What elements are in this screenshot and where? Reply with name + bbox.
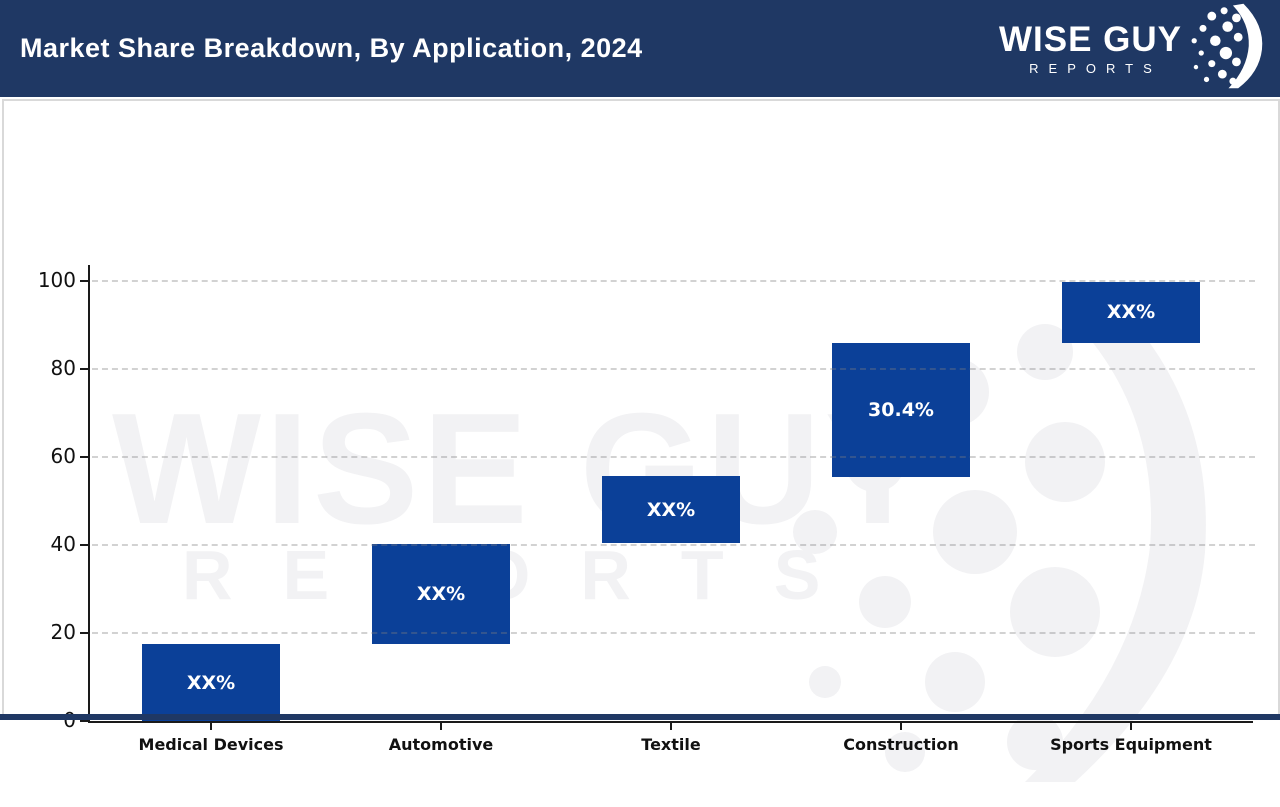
y-tick-mark (80, 632, 88, 634)
gridline (92, 280, 1255, 282)
logo-text: WISE GUY REPORTS (999, 22, 1182, 76)
x-tick-label: Automotive (388, 735, 494, 754)
x-tick-mark (900, 723, 902, 730)
y-axis-line (88, 265, 90, 723)
x-tick-label: Textile (641, 735, 701, 754)
bar-value-label: XX% (1106, 301, 1156, 324)
bar-value-label: XX% (416, 582, 466, 605)
x-tick-mark (1130, 723, 1132, 730)
y-tick-mark (80, 456, 88, 458)
bar-value-label: XX% (186, 671, 236, 694)
x-tick-label: Sports Equipment (1050, 735, 1212, 754)
logo-wordmark: WISE GUY (998, 19, 1182, 59)
y-tick-mark (80, 280, 88, 282)
x-axis-line (88, 721, 1253, 723)
chart-canvas: WISE GUY REPORTS 0 20 40 60 80 100 XX% Medical … (0, 97, 1280, 782)
y-tick-label: 0 (63, 708, 76, 732)
gridline (92, 632, 1255, 634)
y-tick-mark (80, 368, 88, 370)
y-tick-label: 60 (50, 444, 76, 468)
gridline (92, 368, 1255, 370)
y-tick-label: 20 (50, 620, 76, 644)
figure-border (2, 99, 1280, 716)
gridline (92, 544, 1255, 546)
x-tick-mark (210, 723, 212, 730)
logo-face-dots-icon (1184, 2, 1266, 95)
x-tick-label: Construction (843, 735, 959, 754)
logo-subtitle: REPORTS (1029, 60, 1162, 76)
bar-value-label: XX% (646, 498, 696, 521)
y-tick-label: 40 (50, 532, 76, 556)
x-tick-label: Medical Devices (138, 735, 284, 754)
gridline (92, 456, 1255, 458)
y-tick-mark (80, 544, 88, 546)
y-tick-label: 100 (37, 268, 76, 292)
bar-value-label: 30.4% (868, 399, 934, 422)
page-title: Market Share Breakdown, By Application, … (20, 33, 643, 63)
bar-construction: 30.4% (832, 343, 970, 478)
footer-accent-bar (0, 714, 1280, 720)
wise-guy-logo: WISE GUY REPORTS (999, 2, 1280, 95)
bar-textile: XX% (602, 476, 740, 544)
y-tick-label: 80 (50, 356, 76, 380)
x-tick-mark (670, 723, 672, 730)
y-tick-mark (80, 720, 88, 722)
bar-medical-devices: XX% (142, 644, 280, 721)
header-bar: Market Share Breakdown, By Application, … (0, 0, 1280, 97)
bar-automotive: XX% (372, 544, 510, 644)
x-tick-mark (440, 723, 442, 730)
bar-sports-equipment: XX% (1062, 281, 1200, 344)
